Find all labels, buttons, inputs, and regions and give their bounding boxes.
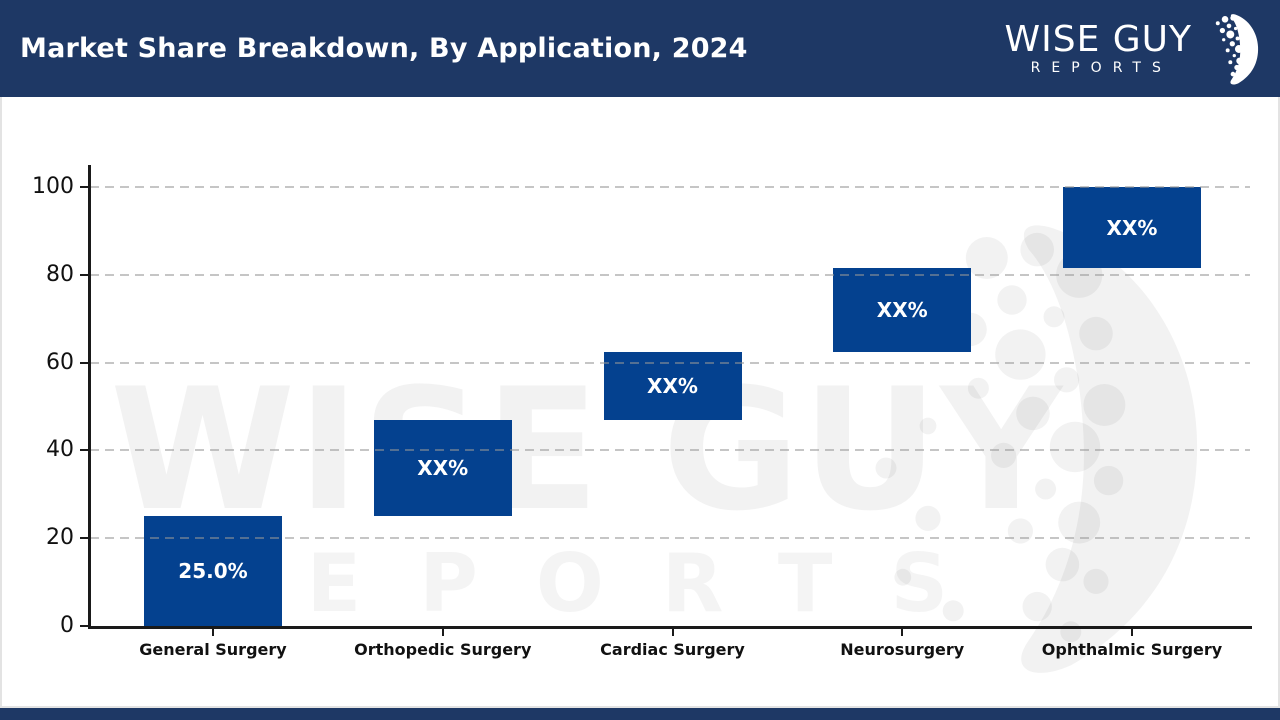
logo-subtext: REPORTS — [1030, 60, 1172, 76]
x-category-label: General Surgery — [139, 640, 287, 659]
y-tick-mark — [80, 625, 89, 627]
x-axis-line — [88, 626, 1252, 629]
x-tick-mark — [441, 629, 444, 636]
x-tick-mark — [671, 629, 674, 636]
bar-value-label: XX% — [647, 373, 698, 398]
y-tick-mark — [80, 273, 89, 276]
gridline-y20 — [90, 537, 1250, 540]
bar-value-label: XX% — [1106, 215, 1158, 240]
y-tick-label: 60 — [46, 349, 74, 375]
chart-area: WISE GUY REPORTS 02040608010025.0%Genera… — [0, 97, 1280, 706]
logo-head-icon — [1215, 13, 1259, 85]
y-tick-label: 0 — [60, 613, 74, 638]
bar-neurosurgery: XX% — [833, 268, 972, 352]
x-category-label: Neurosurgery — [840, 640, 965, 659]
bar-value-label: XX% — [876, 297, 928, 322]
x-tick-mark — [901, 629, 904, 636]
bar-orthopedic-surgery: XX% — [373, 419, 512, 517]
gridline-y100 — [90, 186, 1250, 188]
x-tick-mark — [212, 629, 214, 636]
y-tick-mark — [80, 449, 89, 452]
bar-general-surgery: 25.0% — [144, 516, 282, 626]
y-tick-label: 100 — [32, 174, 74, 199]
y-axis-line — [88, 165, 91, 627]
wise-guy-logo: WISE GUY REPORTS — [1005, 10, 1263, 88]
x-category-label: Ophthalmic Surgery — [1041, 640, 1223, 659]
gridline-y40 — [90, 449, 1250, 452]
y-tick-label: 80 — [46, 261, 74, 287]
footer-bar — [0, 706, 1280, 720]
gridline-y80 — [90, 273, 1250, 276]
y-tick-label: 40 — [46, 437, 74, 463]
x-category-label: Cardiac Surgery — [600, 640, 745, 659]
gridline-y60 — [90, 361, 1250, 364]
header-bar: Market Share Breakdown, By Application, … — [0, 0, 1280, 97]
bar-value-label: XX% — [417, 455, 469, 480]
x-category-label: Orthopedic Surgery — [354, 640, 532, 659]
y-tick-mark — [80, 361, 89, 364]
bar-ophthalmic-surgery: XX% — [1063, 187, 1201, 269]
y-tick-label: 20 — [46, 525, 74, 551]
logo-wordmark: WISE GUY — [1004, 19, 1192, 60]
x-tick-mark — [1131, 629, 1133, 636]
y-tick-mark — [80, 186, 89, 188]
watermark-subtext: REPORTS — [187, 537, 1006, 630]
y-tick-mark — [80, 537, 89, 540]
bar-value-label: 25.0% — [178, 559, 248, 584]
chart-title: Market Share Breakdown, By Application, … — [20, 33, 748, 64]
